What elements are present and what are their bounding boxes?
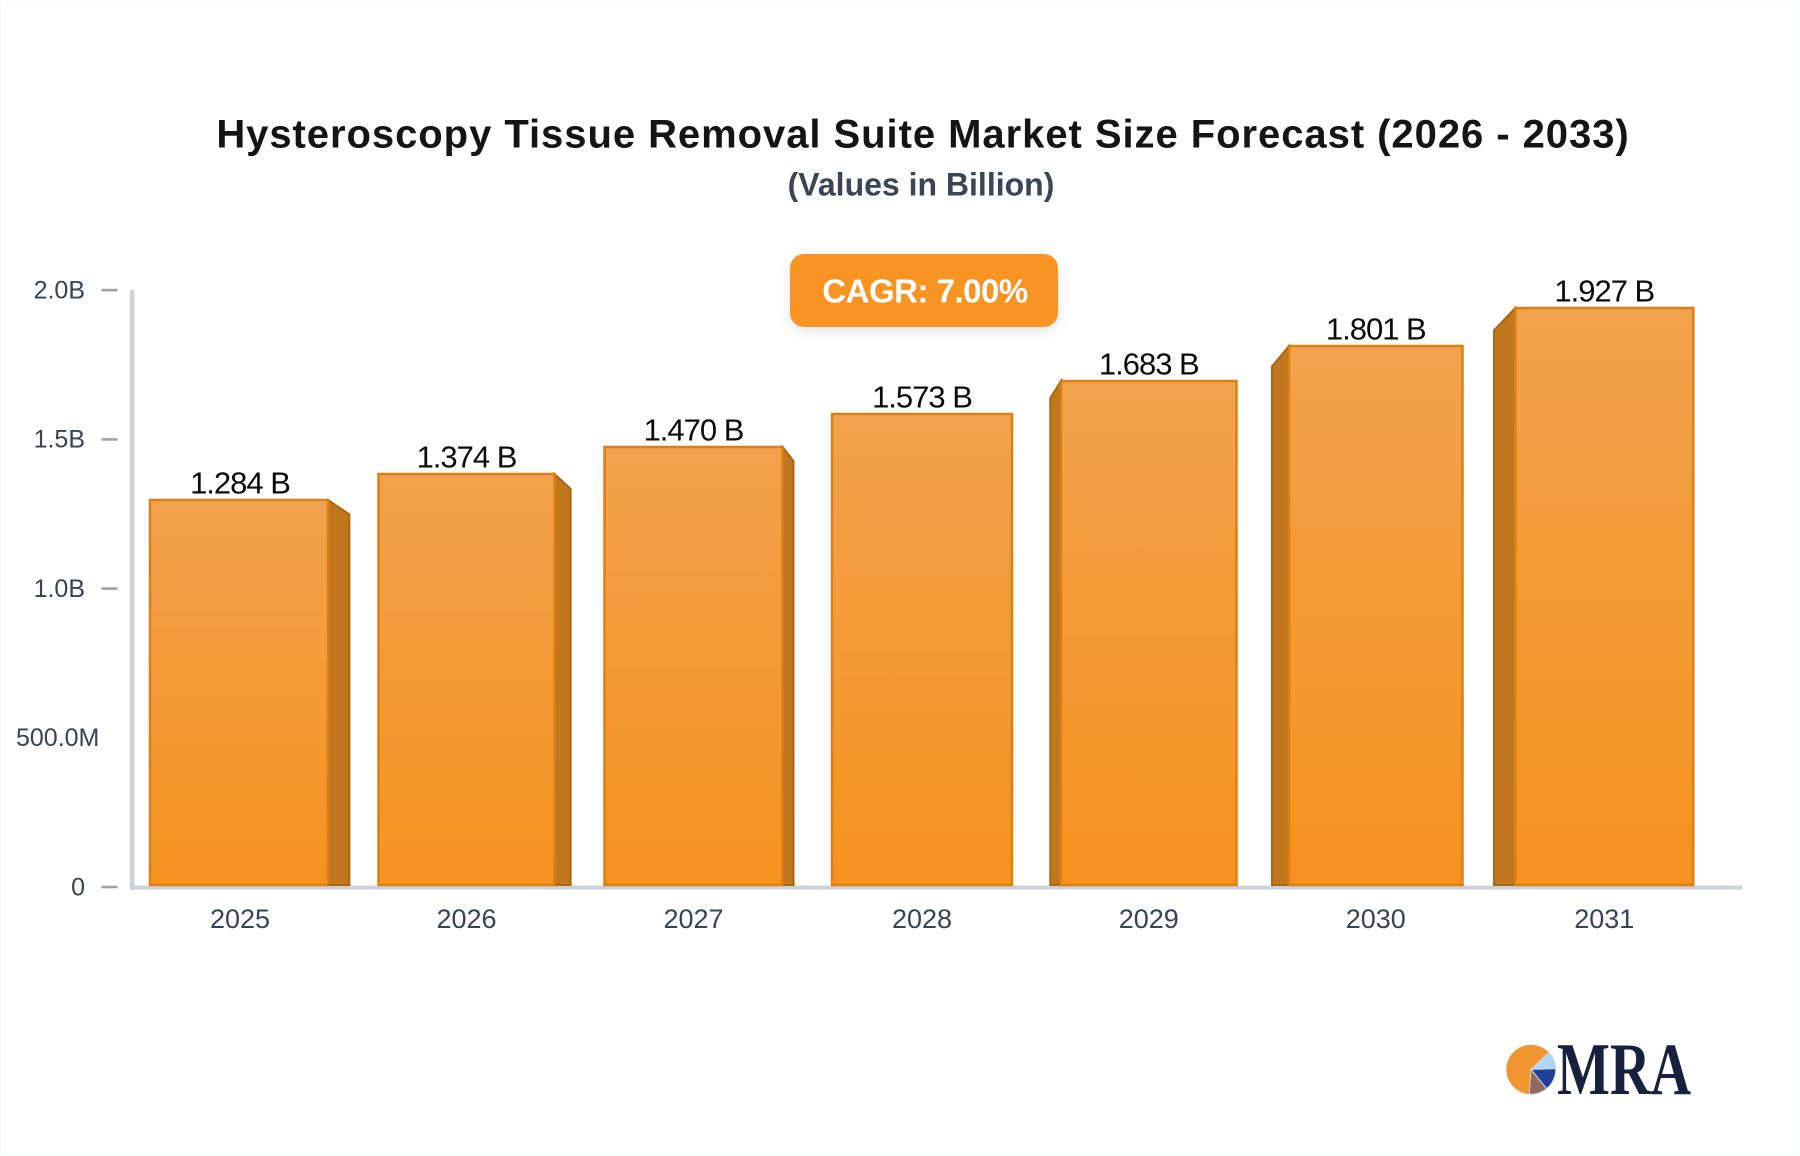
svg-text:1.573 B: 1.573 B [872,380,972,415]
svg-text:Hysteroscopy Tissue Removal Su: Hysteroscopy Tissue Removal Suite Market… [216,113,1629,157]
svg-text:2026: 2026 [436,904,496,934]
svg-text:1.801 B: 1.801 B [1326,312,1426,347]
svg-text:1.927 B: 1.927 B [1554,274,1654,309]
svg-text:1.374 B: 1.374 B [417,440,517,475]
svg-text:2030: 2030 [1346,904,1406,934]
svg-text:2028: 2028 [892,904,952,934]
svg-text:MRA: MRA [1557,1029,1691,1111]
svg-text:500.0M: 500.0M [16,724,99,752]
svg-text:1.0B: 1.0B [34,575,85,603]
svg-text:1.470 B: 1.470 B [644,413,744,448]
svg-text:1.683 B: 1.683 B [1099,347,1199,382]
svg-text:1.284 B: 1.284 B [190,466,290,501]
svg-text:CAGR: 7.00%: CAGR: 7.00% [822,273,1028,310]
svg-text:1.5B: 1.5B [34,426,85,454]
svg-text:2025: 2025 [210,904,270,934]
svg-text:(Values in Billion): (Values in Billion) [788,167,1055,203]
svg-text:2031: 2031 [1574,904,1634,934]
svg-text:0: 0 [71,873,85,901]
svg-text:2027: 2027 [663,904,723,934]
svg-text:2.0B: 2.0B [34,276,85,304]
svg-text:2029: 2029 [1119,904,1179,934]
